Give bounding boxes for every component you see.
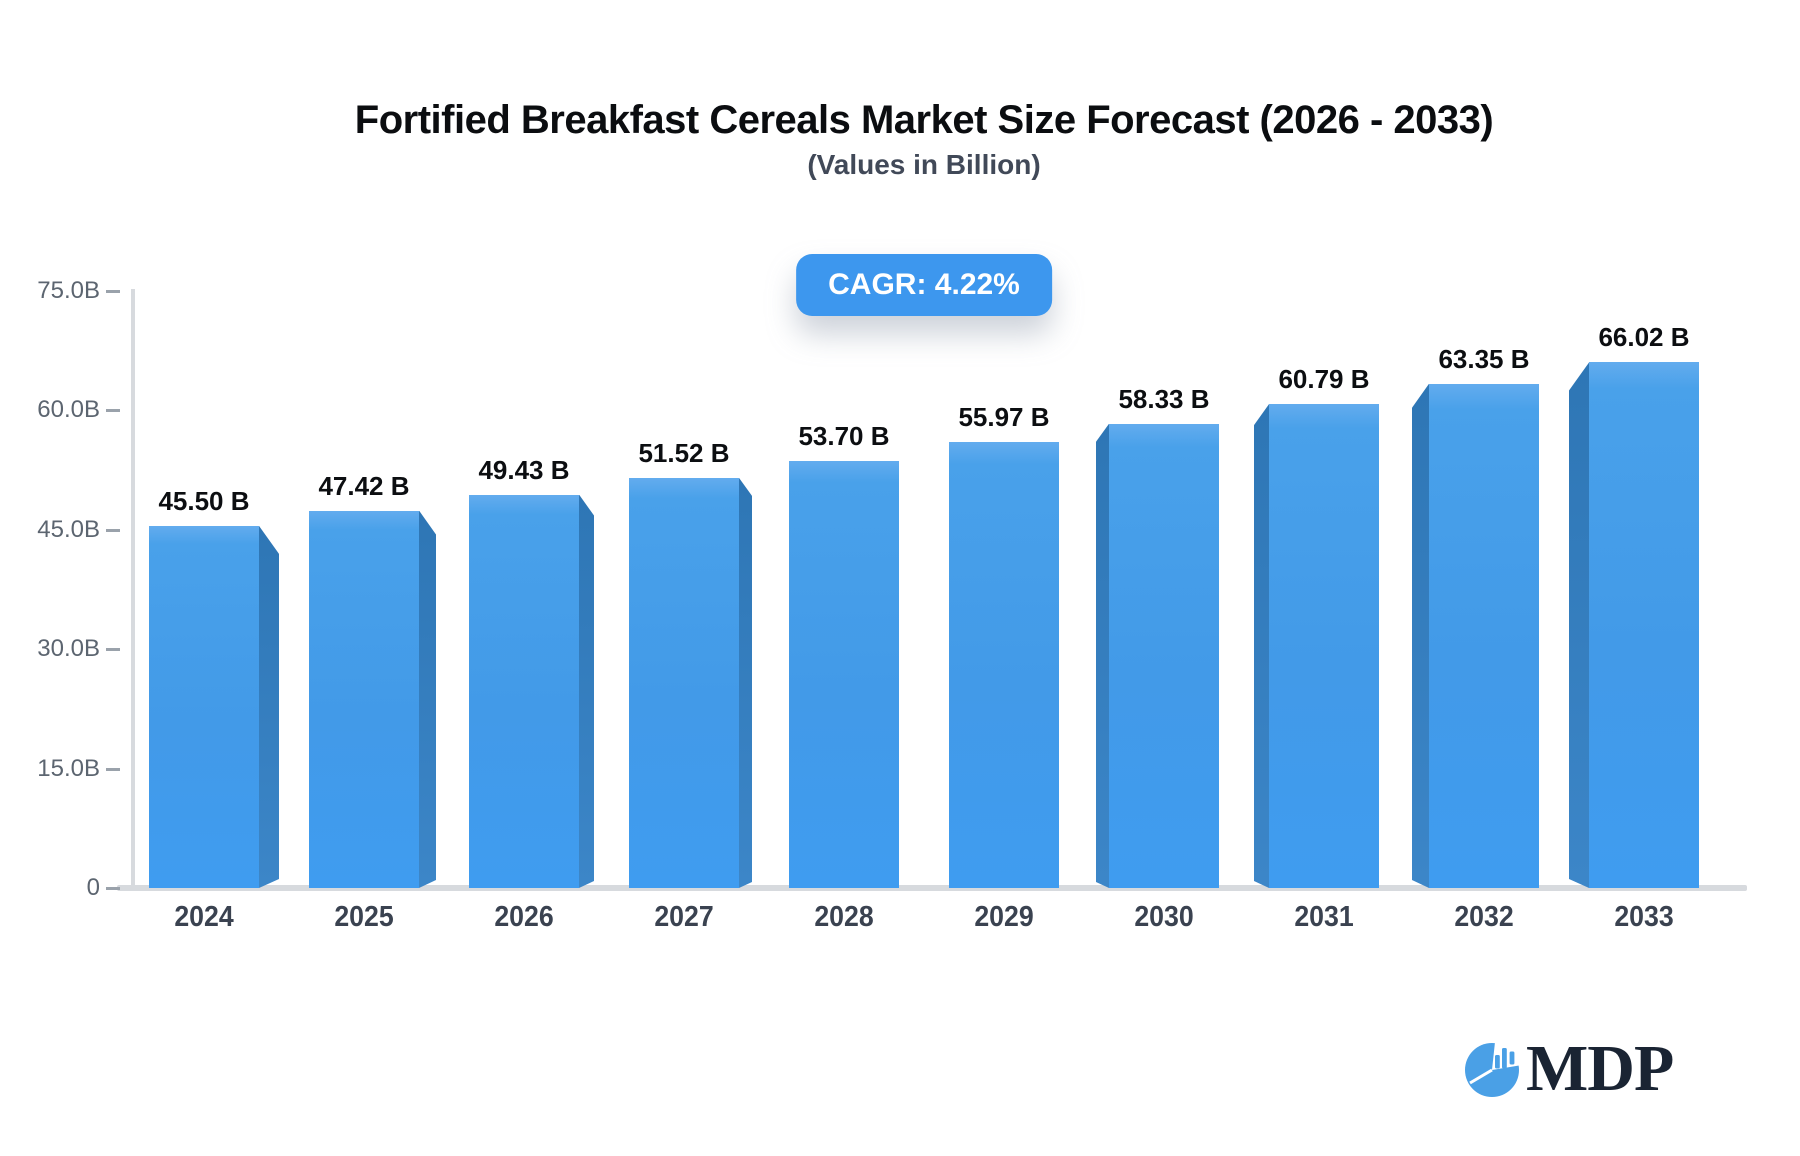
- y-axis-tick: [106, 648, 120, 652]
- bar-side-3d: [1569, 362, 1589, 888]
- bar-2024: [149, 525, 279, 888]
- x-axis-label: 2032: [1454, 901, 1514, 933]
- bar-side-3d: [259, 526, 279, 888]
- y-axis-label: 75.0B: [37, 277, 100, 304]
- bar-side-3d: [739, 478, 752, 888]
- x-axis-label: 2028: [814, 901, 874, 933]
- y-axis-tick: [106, 887, 120, 890]
- bar-side-3d: [1096, 424, 1109, 888]
- bar-value-label: 53.70 B: [798, 420, 890, 451]
- bar-2027: [629, 477, 752, 888]
- bar-value-label: 47.42 B: [318, 470, 410, 501]
- bar-face: [1429, 383, 1539, 888]
- bar-2026: [469, 494, 594, 888]
- bar-value-label: 55.97 B: [958, 402, 1050, 433]
- bar-value-label: 51.52 B: [638, 437, 730, 468]
- x-axis-line: [117, 885, 1747, 891]
- x-axis-label: 2025: [334, 901, 394, 933]
- bar-2032: [1412, 383, 1539, 888]
- bar-2028: [789, 460, 899, 888]
- bar-value-label: 63.35 B: [1438, 343, 1530, 374]
- bar-face: [1109, 423, 1219, 888]
- bar-2025: [309, 510, 436, 888]
- x-axis-label: 2026: [494, 901, 554, 933]
- bar-value-label: 66.02 B: [1598, 322, 1690, 353]
- logo-wordmark: MDP: [1526, 1032, 1674, 1105]
- x-axis-label: 2033: [1614, 901, 1674, 933]
- bar-2029: [949, 442, 1059, 888]
- y-axis-tick: [106, 290, 120, 293]
- y-axis-label: 0: [86, 874, 100, 901]
- bar-value-label: 58.33 B: [1118, 383, 1210, 414]
- brand-logo: MDP: [1464, 1032, 1674, 1105]
- y-axis-tick: [106, 767, 120, 771]
- bar-face: [629, 477, 739, 888]
- bar-side-3d: [419, 511, 436, 888]
- bar-2033: [1569, 362, 1699, 888]
- cagr-badge: CAGR: 4.22%: [796, 254, 1052, 316]
- y-axis-label: 30.0B: [37, 635, 100, 663]
- bar-face: [1269, 404, 1379, 888]
- y-axis-label: 60.0B: [37, 396, 100, 424]
- y-axis-line: [131, 289, 135, 888]
- pie-bar-logo-icon: [1465, 1042, 1522, 1097]
- bar-face: [789, 460, 899, 888]
- bar-side-3d: [1412, 384, 1429, 888]
- bar-value-label: 49.43 B: [478, 454, 570, 485]
- bar-face: [1589, 362, 1699, 888]
- bar-face: [469, 494, 579, 888]
- bar-side-3d: [1254, 404, 1269, 888]
- bar-value-label: 45.50 B: [158, 485, 250, 516]
- y-axis-tick: [106, 528, 120, 532]
- x-axis-label: 2030: [1134, 901, 1194, 933]
- bar-face: [309, 510, 419, 888]
- y-axis-label: 15.0B: [37, 754, 100, 782]
- bar-face: [149, 525, 259, 888]
- x-axis-label: 2031: [1294, 901, 1354, 933]
- y-axis-tick: [106, 409, 120, 413]
- x-axis-label: 2029: [974, 901, 1034, 933]
- bar-2030: [1096, 423, 1219, 888]
- bar-face: [949, 442, 1059, 888]
- chart-title: Fortified Breakfast Cereals Market Size …: [354, 98, 1494, 142]
- chart-subtitle: (Values in Billion): [807, 149, 1041, 180]
- x-axis-label: 2027: [654, 901, 714, 933]
- bar-2031: [1254, 404, 1379, 888]
- y-axis-label: 45.0B: [37, 515, 100, 543]
- bar-side-3d: [579, 495, 594, 888]
- bar-value-label: 60.79 B: [1278, 364, 1370, 395]
- x-axis-label: 2024: [174, 901, 234, 933]
